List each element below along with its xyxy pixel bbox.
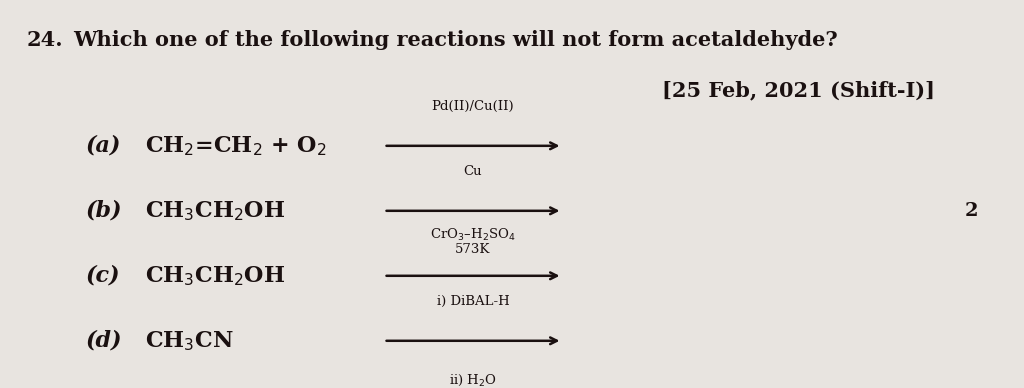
Text: (a): (a) bbox=[86, 135, 121, 157]
Text: i) DiBAL-H: i) DiBAL-H bbox=[436, 295, 509, 308]
Text: (d): (d) bbox=[86, 330, 122, 352]
Text: 573K: 573K bbox=[456, 243, 490, 256]
Text: CH$_3$CH$_2$OH: CH$_3$CH$_2$OH bbox=[145, 199, 286, 223]
Text: (b): (b) bbox=[86, 200, 122, 222]
Text: Cu: Cu bbox=[464, 165, 482, 178]
Text: ii) H$_2$O: ii) H$_2$O bbox=[450, 373, 497, 388]
Text: CH$_3$CH$_2$OH: CH$_3$CH$_2$OH bbox=[145, 264, 286, 288]
Text: 2: 2 bbox=[965, 202, 978, 220]
Text: CH$_3$CN: CH$_3$CN bbox=[145, 329, 234, 353]
Text: Which one of the following reactions will not form acetaldehyde?: Which one of the following reactions wil… bbox=[73, 30, 838, 50]
Text: CrO$_3$–H$_2$SO$_4$: CrO$_3$–H$_2$SO$_4$ bbox=[430, 227, 516, 243]
Text: [25 Feb, 2021 (Shift-I)]: [25 Feb, 2021 (Shift-I)] bbox=[662, 81, 935, 101]
Text: 24.: 24. bbox=[27, 30, 62, 50]
Text: (c): (c) bbox=[86, 265, 120, 287]
Text: Pd(II)/Cu(II): Pd(II)/Cu(II) bbox=[432, 100, 514, 113]
Text: CH$_2$=CH$_2$ + O$_2$: CH$_2$=CH$_2$ + O$_2$ bbox=[145, 134, 327, 158]
